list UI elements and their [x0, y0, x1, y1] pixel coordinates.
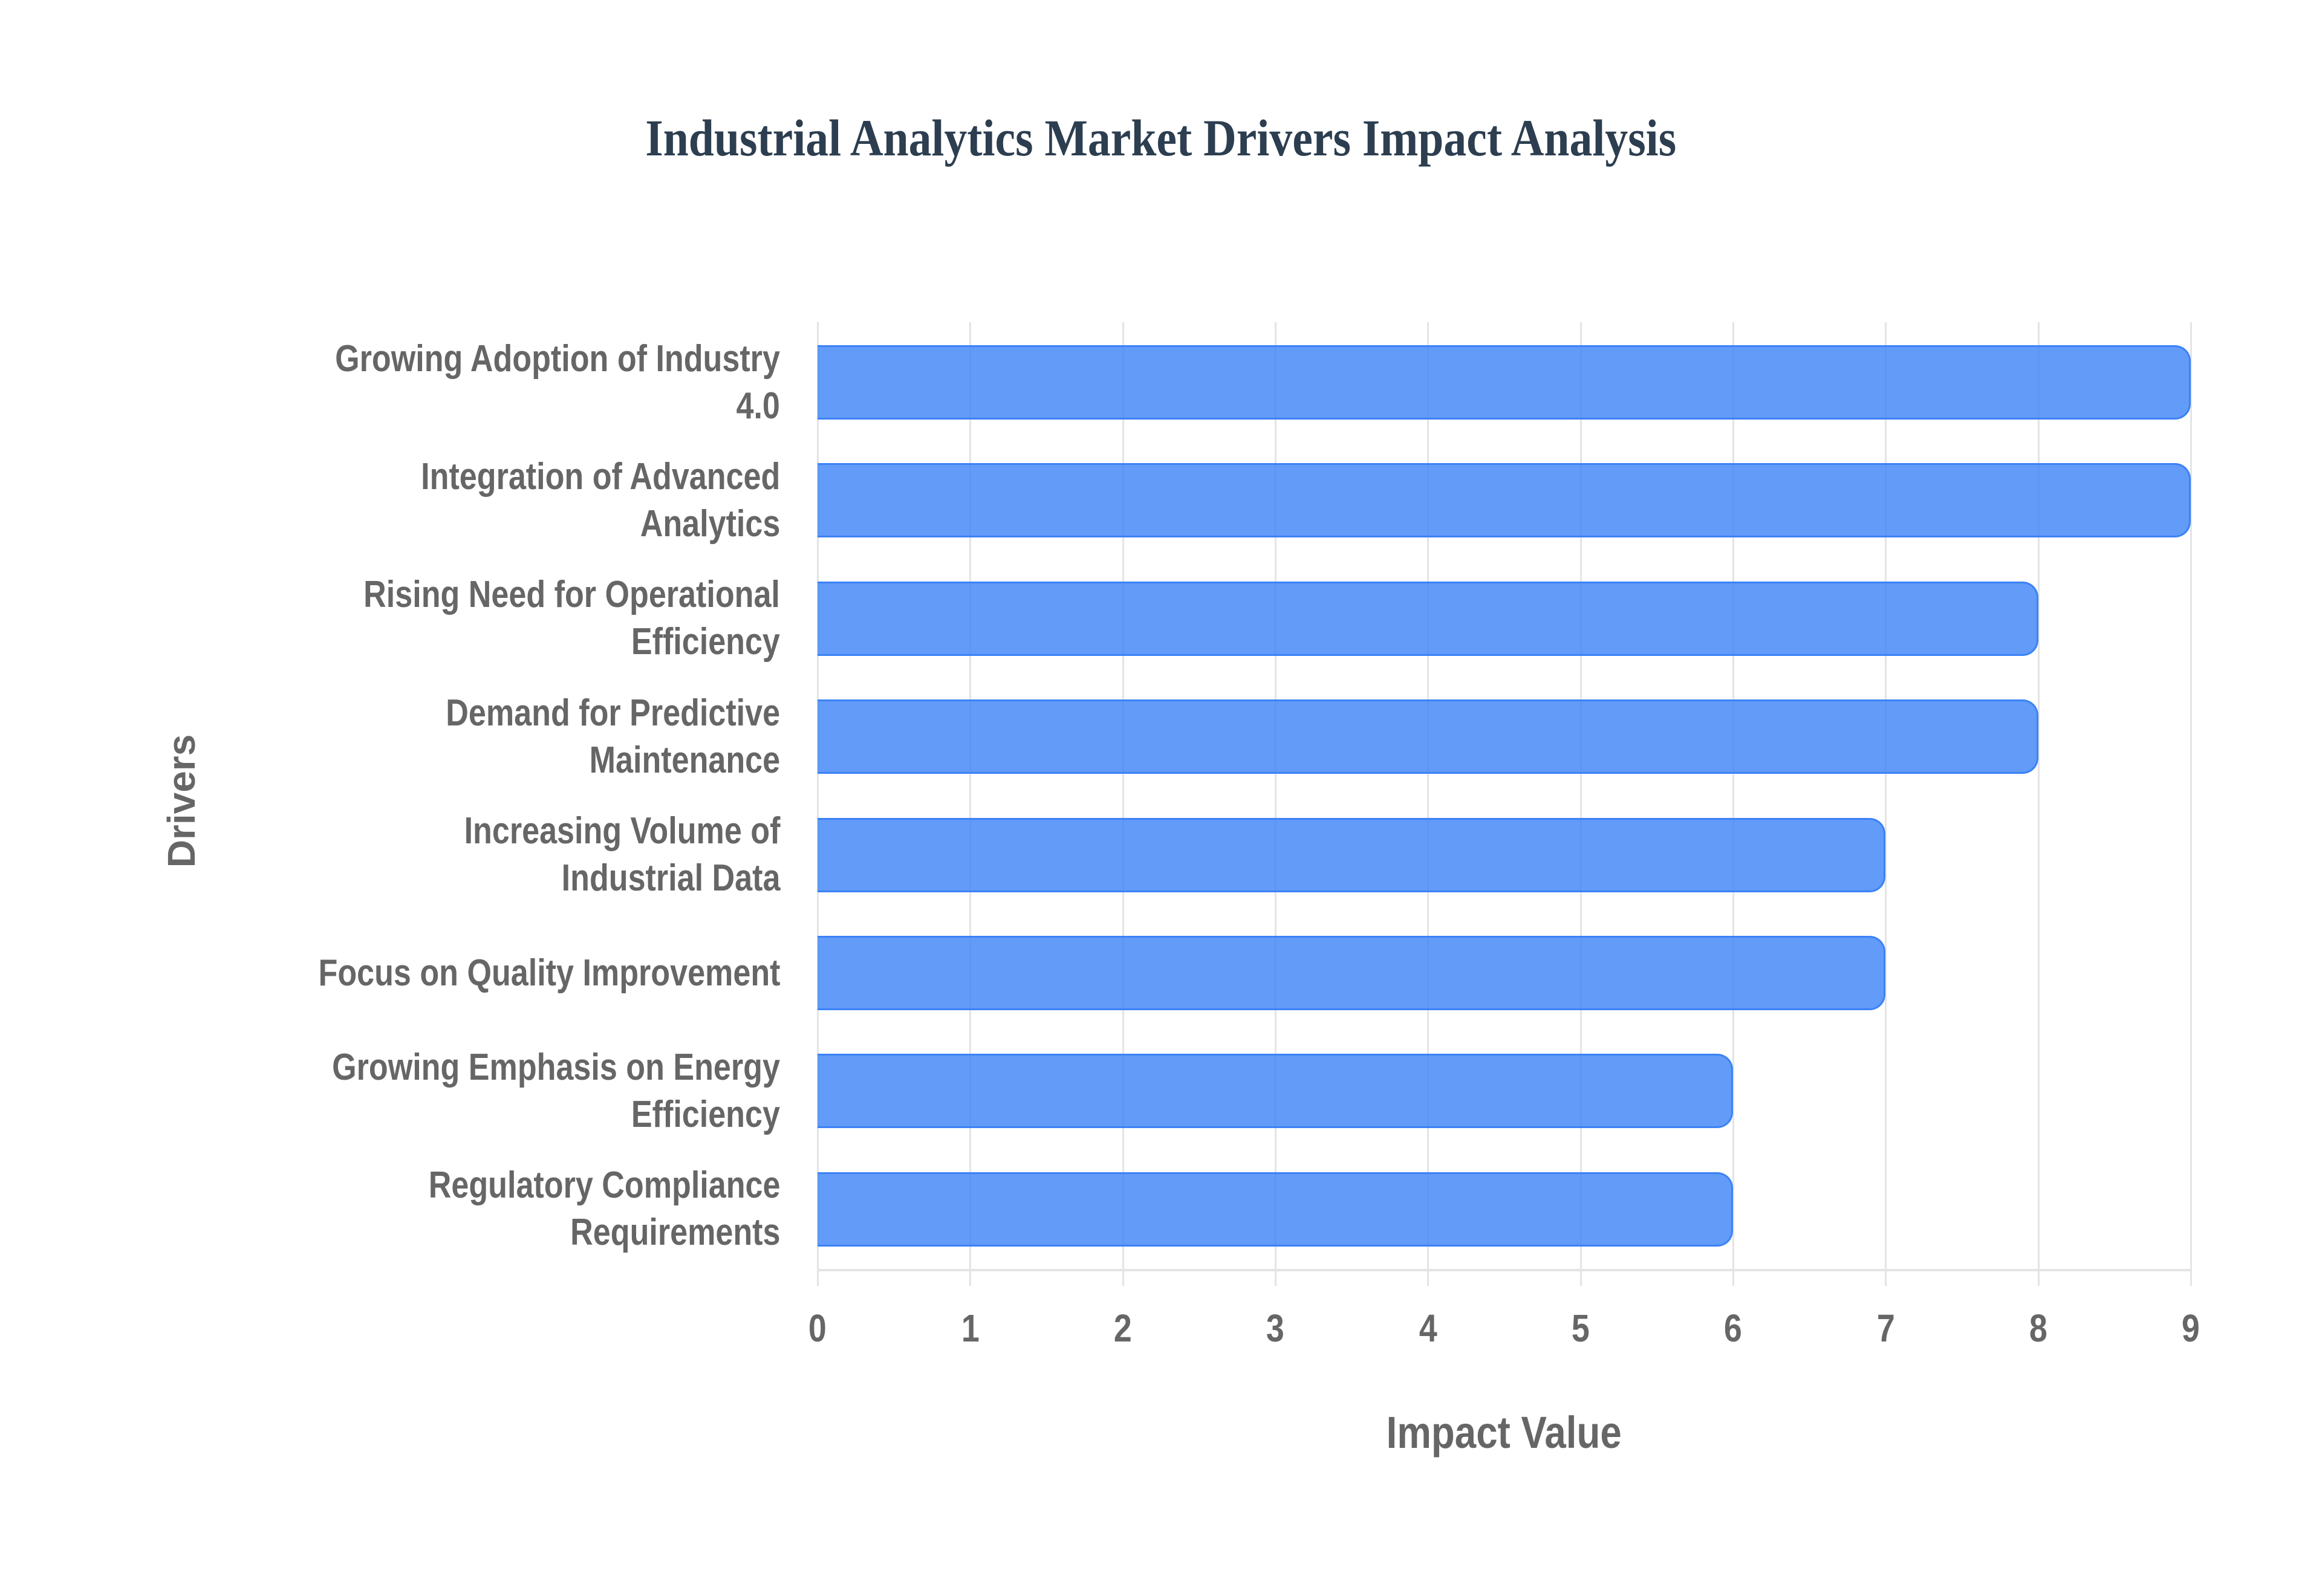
- x-axis-tick-label: 0: [808, 1306, 827, 1350]
- bar[interactable]: [818, 817, 1886, 892]
- x-axis-tick-label: 7: [1876, 1306, 1895, 1350]
- x-axis-tick-label: 5: [1571, 1306, 1590, 1350]
- x-axis-tick-label: 1: [961, 1306, 980, 1350]
- x-axis-line: [818, 1269, 2191, 1271]
- x-axis-tick-label: 3: [1266, 1306, 1284, 1350]
- y-axis-label-text: Rising Need for Operational Efficiency: [363, 574, 780, 663]
- gridline: [1885, 322, 1887, 1286]
- y-axis-label: Focus on Quality Improvement: [115, 919, 780, 1028]
- y-axis-label-text: Increasing Volume of Industrial Data: [464, 810, 780, 900]
- bar[interactable]: [818, 581, 2038, 656]
- x-axis-tick-label: 2: [1113, 1306, 1132, 1350]
- chart-title-text: Industrial Analytics Market Drivers Impa…: [645, 109, 1677, 167]
- x-axis-tick-label: 9: [2182, 1306, 2200, 1350]
- gridline: [969, 322, 972, 1286]
- x-axis-tick-label: 6: [1724, 1306, 1742, 1350]
- bar[interactable]: [818, 699, 2038, 774]
- y-axis-label: Integration of Advanced Analytics: [115, 446, 780, 555]
- y-axis-label-text: Growing Emphasis on Energy Efficiency: [332, 1046, 780, 1135]
- y-axis-label-text: Growing Adoption of Industry 4.0: [335, 337, 780, 427]
- bar[interactable]: [818, 936, 1886, 1010]
- y-axis-label-text: Demand for Predictive Maintenance: [446, 692, 780, 781]
- y-axis-label-text: Focus on Quality Improvement: [318, 952, 780, 994]
- y-axis-label-text: Regulatory Compliance Requirements: [428, 1164, 780, 1254]
- y-axis-label: Increasing Volume of Industrial Data: [115, 800, 780, 909]
- bar[interactable]: [818, 1172, 1733, 1247]
- x-axis-title-text: Impact Value: [1386, 1407, 1622, 1458]
- y-axis-label-text: Integration of Advanced Analytics: [420, 455, 780, 545]
- y-axis-label: Regulatory Compliance Requirements: [115, 1155, 780, 1264]
- x-axis-title: Impact Value: [1262, 1406, 1746, 1460]
- gridline: [1427, 322, 1429, 1286]
- plot-area: [817, 322, 2192, 1286]
- y-axis-label: Growing Emphasis on Energy Efficiency: [115, 1037, 780, 1146]
- gridline: [817, 322, 819, 1286]
- x-axis-tick-label: 8: [2029, 1306, 2047, 1350]
- bar[interactable]: [818, 345, 2191, 420]
- y-axis-label: Rising Need for Operational Efficiency: [115, 564, 780, 673]
- bar[interactable]: [818, 1054, 1733, 1129]
- chart-title: Industrial Analytics Market Drivers Impa…: [0, 108, 2322, 168]
- y-axis-label: Growing Adoption of Industry 4.0: [115, 328, 780, 437]
- gridline: [1122, 322, 1124, 1286]
- gridline: [1275, 322, 1276, 1286]
- gridline: [2190, 322, 2192, 1286]
- x-axis-tick-label: 4: [1419, 1306, 1437, 1350]
- y-axis-label: Demand for Predictive Maintenance: [115, 683, 780, 791]
- gridline: [1579, 322, 1582, 1286]
- gridline: [1732, 322, 1734, 1286]
- gridline: [2037, 322, 2040, 1286]
- bar[interactable]: [818, 463, 2191, 538]
